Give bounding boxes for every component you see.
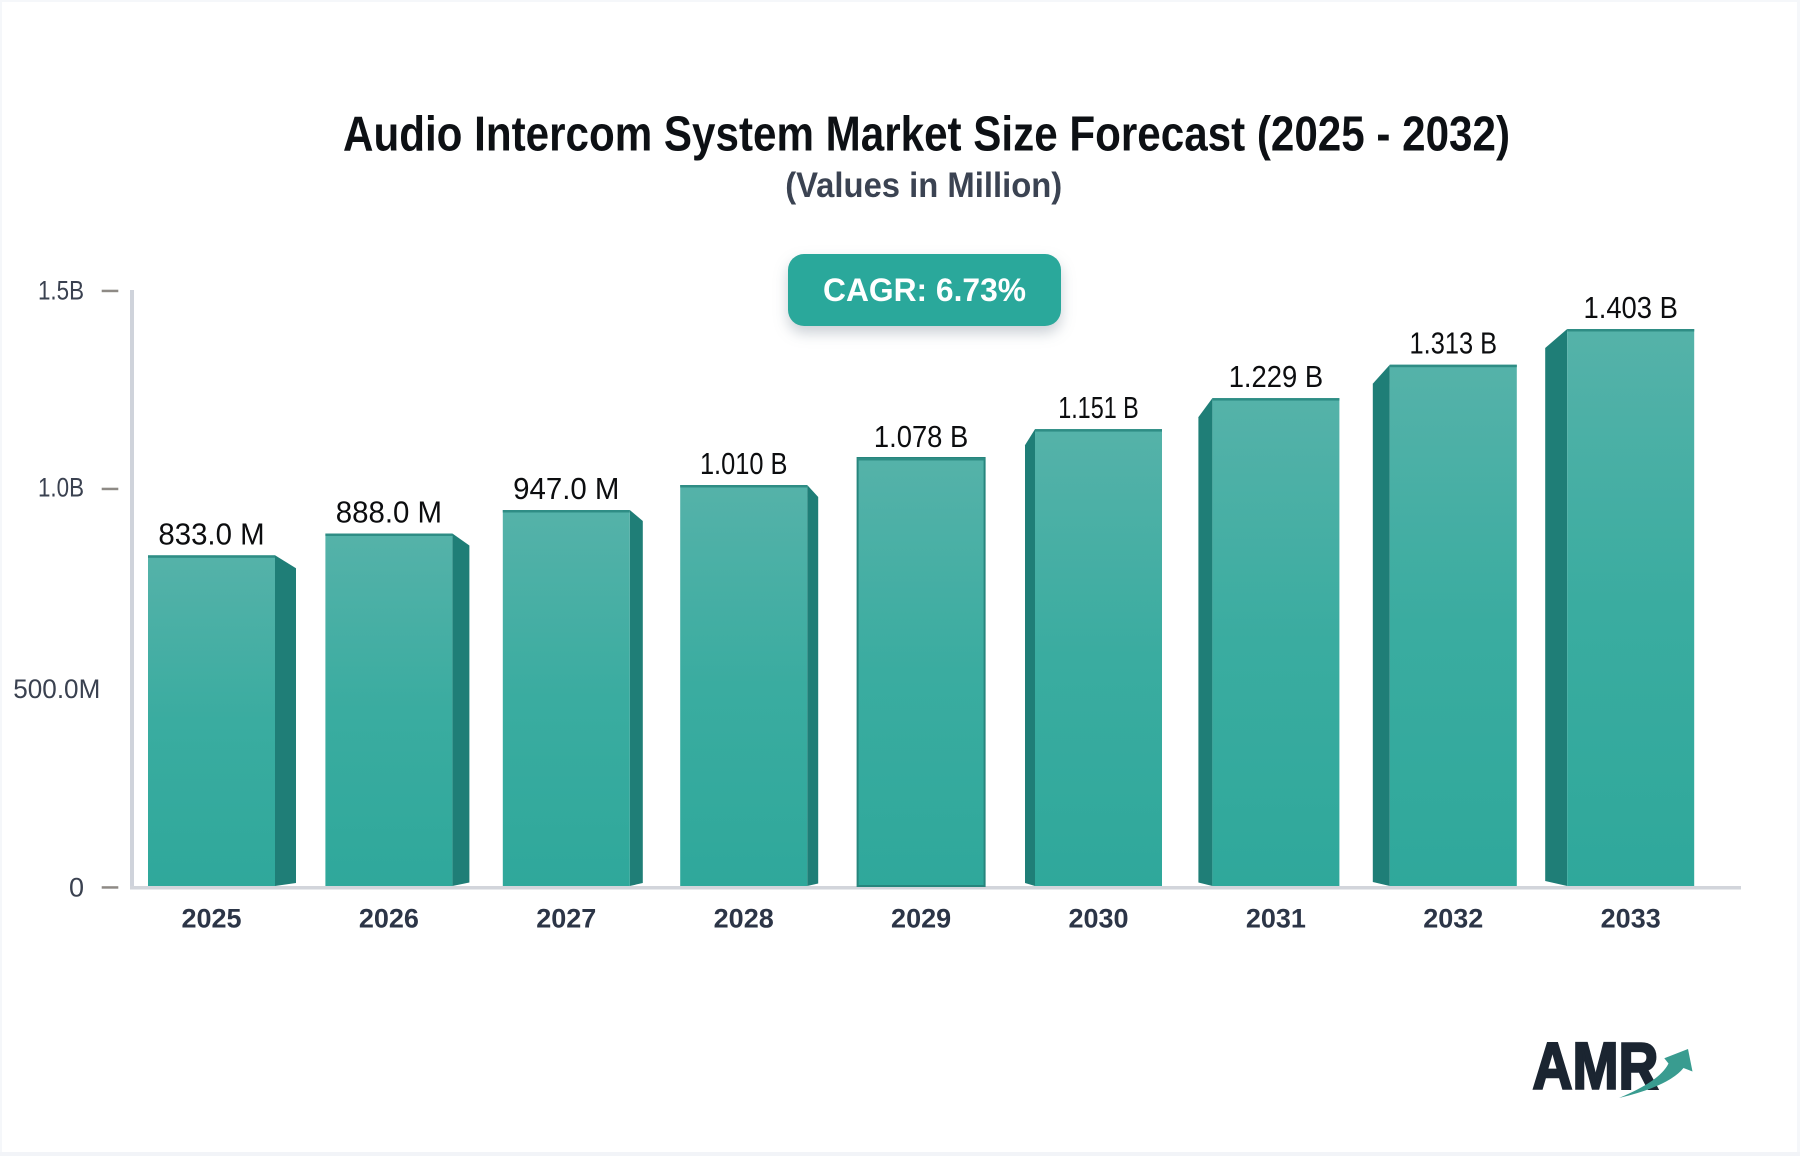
svg-text:947.0 M: 947.0 M (513, 472, 619, 506)
svg-text:833.0 M: 833.0 M (158, 517, 264, 551)
svg-text:CAGR: 6.73%: CAGR: 6.73% (823, 272, 1026, 308)
svg-text:2031: 2031 (1246, 903, 1306, 933)
svg-text:2026: 2026 (359, 903, 419, 933)
svg-text:500.0M: 500.0M (13, 674, 100, 704)
svg-text:1.5B: 1.5B (38, 276, 84, 306)
svg-text:1.078 B: 1.078 B (874, 420, 968, 454)
svg-text:2027: 2027 (536, 903, 596, 933)
svg-text:2030: 2030 (1068, 903, 1128, 933)
svg-text:2032: 2032 (1423, 903, 1483, 933)
svg-text:1.0B: 1.0B (38, 473, 84, 503)
svg-text:1.313 B: 1.313 B (1410, 327, 1498, 361)
svg-text:Audio Intercom System Market S: Audio Intercom System Market Size Foreca… (343, 107, 1510, 161)
svg-text:1.229 B: 1.229 B (1229, 360, 1323, 394)
svg-text:888.0 M: 888.0 M (336, 496, 442, 530)
svg-text:2029: 2029 (891, 903, 951, 933)
svg-text:2025: 2025 (181, 903, 241, 933)
svg-text:1.403 B: 1.403 B (1584, 291, 1678, 325)
svg-text:0: 0 (69, 872, 84, 902)
svg-text:2028: 2028 (714, 903, 774, 933)
svg-text:1.010 B: 1.010 B (700, 447, 788, 481)
svg-text:2033: 2033 (1601, 903, 1661, 933)
svg-text:1.151 B: 1.151 B (1058, 391, 1139, 425)
svg-text:(Values in Million): (Values in Million) (785, 166, 1062, 205)
